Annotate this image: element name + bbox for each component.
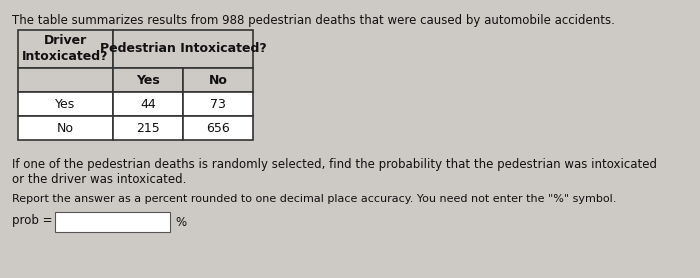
Bar xyxy=(18,116,113,140)
Text: No: No xyxy=(209,73,228,86)
Text: If one of the pedestrian deaths is randomly selected, find the probability that : If one of the pedestrian deaths is rando… xyxy=(12,158,657,171)
Text: Report the answer as a percent rounded to one decimal place accuracy. You need n: Report the answer as a percent rounded t… xyxy=(12,194,617,204)
Bar xyxy=(183,116,253,140)
Text: 656: 656 xyxy=(206,121,230,135)
Text: No: No xyxy=(57,121,74,135)
Text: or the driver was intoxicated.: or the driver was intoxicated. xyxy=(12,173,186,186)
Bar xyxy=(113,30,253,68)
Text: The table summarizes results from 988 pedestrian deaths that were caused by auto: The table summarizes results from 988 pe… xyxy=(12,14,615,27)
Bar xyxy=(18,30,113,68)
Text: Yes: Yes xyxy=(136,73,160,86)
Text: 73: 73 xyxy=(210,98,226,110)
Bar xyxy=(113,92,183,116)
Bar xyxy=(183,92,253,116)
Text: Yes: Yes xyxy=(55,98,76,110)
Text: Driver: Driver xyxy=(44,34,87,46)
Text: Pedestrian Intoxicated?: Pedestrian Intoxicated? xyxy=(99,43,267,56)
Text: 44: 44 xyxy=(140,98,156,110)
Bar xyxy=(18,92,113,116)
Bar xyxy=(55,212,170,232)
Bar xyxy=(183,68,253,92)
Text: prob =: prob = xyxy=(12,214,52,227)
Text: 215: 215 xyxy=(136,121,160,135)
Bar xyxy=(18,68,113,92)
Text: Intoxicated?: Intoxicated? xyxy=(22,49,108,63)
Bar xyxy=(113,68,183,92)
Text: %: % xyxy=(175,215,186,229)
Bar xyxy=(113,116,183,140)
